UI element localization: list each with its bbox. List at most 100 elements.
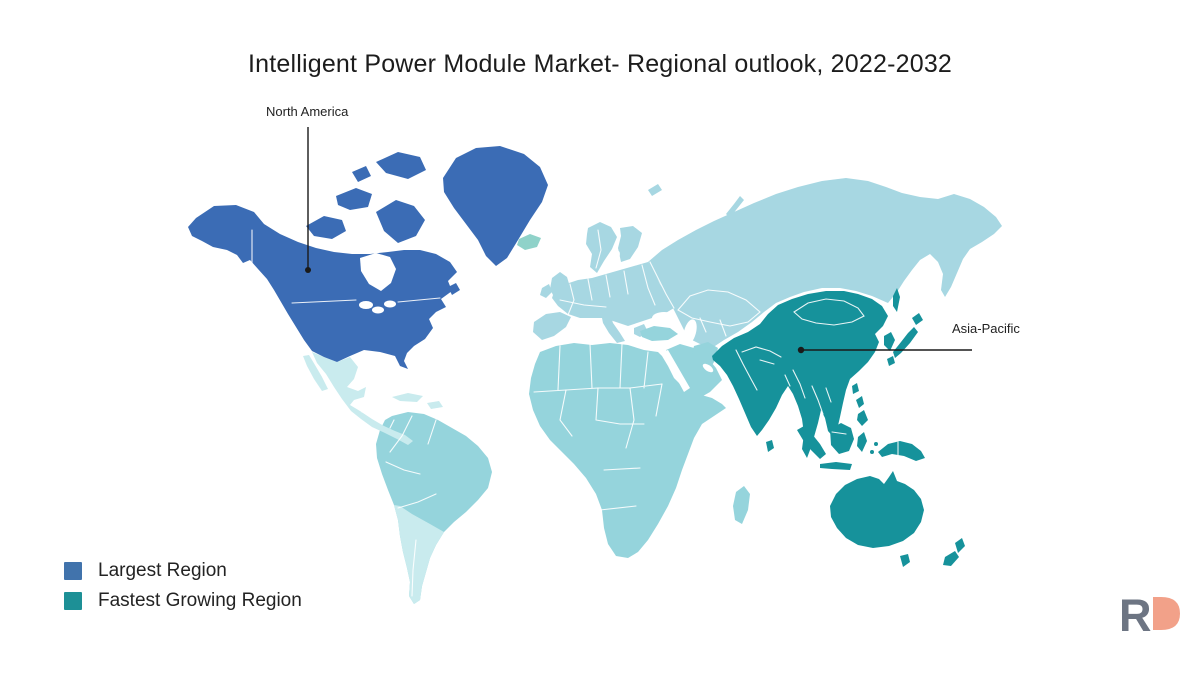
outline-mongolia bbox=[793, 298, 865, 326]
map-arctic-island-small bbox=[352, 166, 371, 182]
map-italy bbox=[601, 311, 625, 343]
north-america-marker-dot bbox=[305, 267, 311, 273]
map-borneo bbox=[830, 423, 854, 454]
map-korea bbox=[884, 332, 895, 351]
map-madagascar bbox=[733, 486, 750, 524]
map-new-zealand-north bbox=[955, 538, 965, 553]
region-asia-pacific bbox=[712, 288, 965, 567]
map-ireland bbox=[540, 284, 552, 298]
map-new-zealand-south bbox=[943, 551, 959, 566]
border-us-canada-east bbox=[397, 297, 441, 303]
borders-africa-south bbox=[559, 383, 663, 511]
borders-europe bbox=[559, 229, 656, 316]
region-europe-russia bbox=[533, 178, 1002, 348]
map-java bbox=[820, 462, 852, 470]
map-svalbard bbox=[648, 184, 662, 196]
annotation-lines bbox=[307, 127, 972, 351]
region-pale-countries bbox=[303, 352, 444, 604]
legend-item-fastest-growing-region: Fastest Growing Region bbox=[64, 586, 302, 616]
map-legend: Largest Region Fastest Growing Region bbox=[64, 556, 302, 616]
baltic-sea bbox=[608, 250, 620, 270]
map-tasmania bbox=[900, 554, 910, 567]
great-lake-1 bbox=[359, 301, 373, 309]
map-arctic-island-victoria bbox=[306, 216, 346, 239]
region-north-america bbox=[188, 146, 548, 369]
map-baja-california bbox=[303, 355, 328, 391]
map-moluccas-2 bbox=[874, 442, 878, 446]
legend-item-largest-region: Largest Region bbox=[64, 556, 302, 586]
map-iberia bbox=[533, 312, 571, 340]
map-philippines-luzon bbox=[856, 396, 864, 408]
map-sulawesi bbox=[857, 432, 867, 452]
map-africa bbox=[529, 343, 726, 558]
caspian-sea bbox=[683, 319, 697, 345]
hudson-bay bbox=[360, 253, 396, 291]
outline-kazakhstan bbox=[677, 289, 761, 327]
water-overlays bbox=[359, 250, 714, 392]
fastest-growing-region-swatch-icon bbox=[64, 592, 82, 610]
persian-gulf bbox=[702, 363, 714, 373]
borders-indonesia bbox=[831, 431, 899, 457]
map-newfoundland bbox=[448, 283, 460, 295]
great-lake-3 bbox=[384, 300, 396, 308]
map-cuba bbox=[392, 393, 423, 402]
map-moluccas-1 bbox=[870, 450, 874, 454]
map-sakhalin bbox=[893, 288, 900, 312]
border-europe-russia bbox=[649, 261, 675, 309]
map-australia bbox=[830, 471, 924, 548]
map-iceland bbox=[517, 234, 541, 250]
logo-letter-d-icon bbox=[1153, 597, 1180, 630]
map-arctic-island-banks bbox=[336, 188, 372, 210]
map-greenland bbox=[443, 146, 548, 266]
map-hainan bbox=[834, 392, 840, 398]
borders-central-asia bbox=[699, 317, 727, 337]
map-japan-hokkaido bbox=[912, 313, 923, 325]
black-sea bbox=[652, 312, 676, 324]
map-south-america bbox=[376, 412, 492, 604]
country-borders bbox=[251, 229, 899, 597]
largest-region-color-square bbox=[64, 562, 82, 580]
map-argentina bbox=[394, 505, 444, 604]
largest-region-swatch-icon bbox=[64, 562, 82, 580]
map-japan-honshu bbox=[893, 327, 918, 358]
asia-pacific-marker-dot bbox=[797, 346, 805, 354]
fastest-growing-region-color-square bbox=[64, 592, 82, 610]
map-new-guinea bbox=[878, 441, 925, 461]
map-arctic-island-baffin bbox=[376, 200, 425, 243]
red-sea bbox=[662, 350, 690, 392]
map-asia-mainland bbox=[712, 291, 888, 458]
map-denmark bbox=[589, 280, 596, 288]
map-sri-lanka bbox=[766, 440, 774, 452]
map-finland bbox=[618, 226, 642, 262]
map-arabia bbox=[666, 344, 722, 400]
legend-label-largest-region: Largest Region bbox=[98, 560, 227, 581]
map-hispaniola bbox=[427, 401, 443, 409]
border-us-canada-west bbox=[291, 299, 357, 304]
map-mexico-central-america bbox=[312, 352, 413, 445]
map-turkey bbox=[640, 326, 678, 341]
borders-south-asia bbox=[735, 346, 832, 415]
asia-pacific-label: Asia-Pacific bbox=[952, 321, 1020, 336]
map-usa-canada-alaska bbox=[188, 205, 457, 369]
map-uk bbox=[550, 272, 570, 299]
brand-logo: R bbox=[1120, 594, 1180, 638]
region-africa-southamerica bbox=[376, 326, 750, 604]
map-europe-mainland bbox=[552, 262, 674, 326]
page-title: Intelligent Power Module Market- Regiona… bbox=[247, 50, 953, 78]
north-america-label: North America bbox=[266, 104, 349, 119]
logo-letter-r: R bbox=[1120, 594, 1152, 638]
legend-label-fastest-growing-region: Fastest Growing Region bbox=[98, 590, 302, 611]
map-iran bbox=[692, 342, 718, 372]
map-russia bbox=[648, 178, 1002, 348]
map-sumatra bbox=[797, 426, 826, 459]
map-arctic-island-ellesmere bbox=[376, 152, 426, 179]
map-japan-kyushu bbox=[887, 356, 895, 366]
great-lake-2 bbox=[372, 306, 384, 314]
map-novaya-zemlya bbox=[726, 196, 744, 218]
map-scandinavia bbox=[586, 222, 617, 273]
borders-south-america bbox=[385, 415, 437, 597]
border-central-america bbox=[361, 403, 395, 429]
map-philippines-mindanao bbox=[857, 410, 868, 426]
